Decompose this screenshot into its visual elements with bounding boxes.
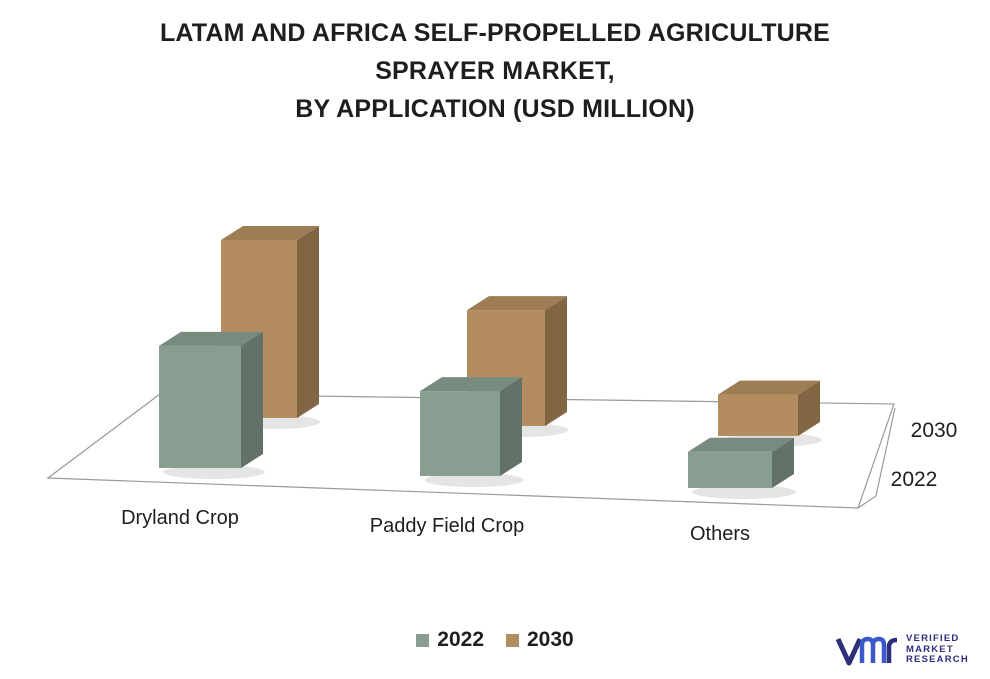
logo-wordmark: VERIFIED MARKET RESEARCH (906, 634, 969, 666)
title-line-2: SPRAYER MARKET, (375, 57, 615, 85)
legend-swatch-2030 (506, 633, 519, 647)
title-line-1: LATAM AND AFRICA SELF-PROPELLED AGRICULT… (159, 19, 831, 47)
logo-line-3: RESEARCH (906, 654, 969, 666)
chart-legend: 2022 2030 (0, 628, 990, 652)
bar-side-2030-2 (798, 380, 820, 436)
chart-floor-side (857, 407, 896, 509)
bar-side-2022-1 (500, 377, 522, 476)
bar-side-2030-1 (545, 296, 567, 426)
bar-shadow-2022-1 (424, 473, 524, 487)
logo-line-2: MARKET (906, 643, 954, 655)
bar-side-2022-0 (241, 331, 263, 468)
bar-top-2022-1 (420, 377, 522, 392)
category-label-paddy-field-crop: Paddy Field Crop (370, 515, 525, 537)
depth-axis-label-2022: 2022 (891, 468, 938, 491)
bar-side-2022-2 (772, 437, 794, 488)
bar-side-2030-0 (297, 226, 319, 418)
bar-front-2022-dryland-crop (159, 345, 241, 468)
bar-top-2022-0 (159, 331, 263, 346)
verified-market-research-logo: VERIFIED MARKET RESEARCH (836, 630, 981, 670)
legend-item-2022: 2022 (416, 628, 484, 652)
chart-title: LATAM AND AFRICA SELF-PROPELLED AGRICULT… (0, 14, 990, 128)
legend-swatch-2022 (416, 633, 430, 647)
legend-label-2022: 2022 (437, 628, 484, 651)
legend-item-2030: 2030 (506, 628, 574, 652)
depth-axis-label-2030: 2030 (911, 419, 958, 442)
bar-top-2030-2 (718, 380, 820, 395)
bar-shadow-2022-2 (691, 485, 797, 499)
bar-front-2030-others (718, 394, 798, 436)
bar-front-2022-others (688, 451, 772, 488)
bar-top-2022-2 (688, 437, 794, 452)
legend-label-2030: 2030 (527, 628, 574, 651)
bar-shadow-2022-0 (163, 465, 265, 479)
logo-line-1: VERIFIED (906, 633, 960, 645)
category-label-others: Others (690, 523, 750, 545)
bar-front-2022-paddy-field-crop (420, 391, 500, 476)
bar-top-2030-1 (467, 296, 567, 311)
category-label-dryland-crop: Dryland Crop (121, 507, 239, 529)
vmr-logo-icon (836, 636, 898, 666)
bar-top-2030-0 (221, 226, 319, 240)
title-line-3: BY APPLICATION (USD MILLION) (295, 95, 695, 123)
